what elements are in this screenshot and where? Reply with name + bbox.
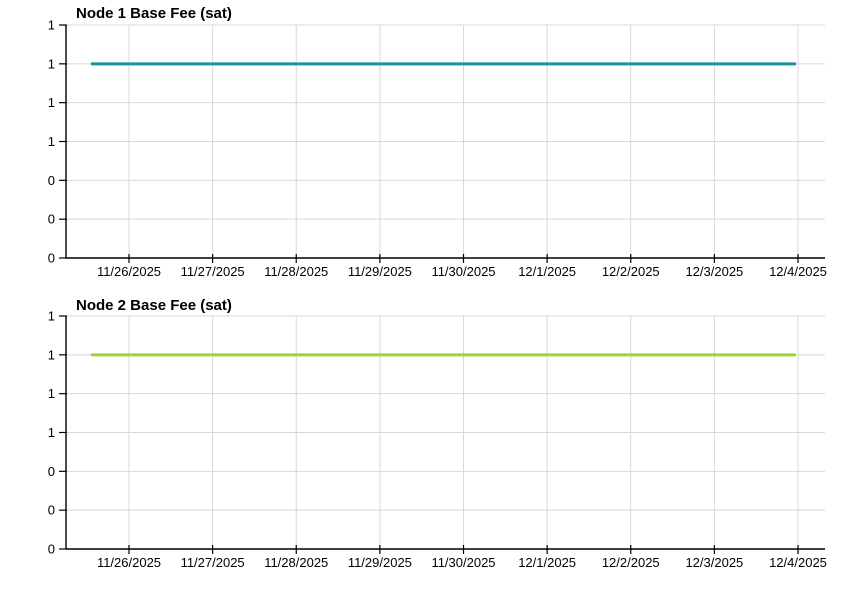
x-tick-label: 12/2/2025 xyxy=(602,555,660,570)
x-tick-label: 12/4/2025 xyxy=(769,555,827,570)
y-tick-label: 1 xyxy=(48,95,55,110)
node1-chart-title: Node 1 Base Fee (sat) xyxy=(76,5,232,22)
x-tick-label: 11/26/2025 xyxy=(97,555,161,570)
x-tick-label: 11/29/2025 xyxy=(348,264,412,279)
x-tick-label: 11/27/2025 xyxy=(181,555,245,570)
y-tick-label: 0 xyxy=(48,173,55,188)
x-tick-label: 11/29/2025 xyxy=(348,555,412,570)
y-tick-label: 0 xyxy=(48,212,55,227)
y-tick-label: 0 xyxy=(48,251,55,266)
x-tick-label: 11/30/2025 xyxy=(431,555,495,570)
y-tick-label: 1 xyxy=(48,134,55,149)
y-tick-label: 1 xyxy=(48,56,55,71)
x-tick-label: 11/26/2025 xyxy=(97,264,161,279)
y-tick-label: 1 xyxy=(48,386,55,401)
x-tick-label: 12/1/2025 xyxy=(518,264,576,279)
x-tick-label: 12/4/2025 xyxy=(769,264,827,279)
x-tick-label: 11/30/2025 xyxy=(431,264,495,279)
x-tick-label: 12/3/2025 xyxy=(685,264,743,279)
x-tick-label: 11/27/2025 xyxy=(181,264,245,279)
x-tick-label: 11/28/2025 xyxy=(264,264,328,279)
y-tick-label: 1 xyxy=(48,347,55,362)
x-tick-label: 11/28/2025 xyxy=(264,555,328,570)
y-tick-label: 0 xyxy=(48,503,55,518)
y-tick-label: 1 xyxy=(48,309,55,324)
y-tick-label: 1 xyxy=(48,425,55,440)
y-tick-label: 1 xyxy=(48,18,55,33)
x-tick-label: 12/3/2025 xyxy=(685,555,743,570)
y-tick-label: 0 xyxy=(48,542,55,557)
x-tick-label: 12/1/2025 xyxy=(518,555,576,570)
x-tick-label: 12/2/2025 xyxy=(602,264,660,279)
y-tick-label: 0 xyxy=(48,464,55,479)
node2-chart-title: Node 2 Base Fee (sat) xyxy=(76,297,232,314)
